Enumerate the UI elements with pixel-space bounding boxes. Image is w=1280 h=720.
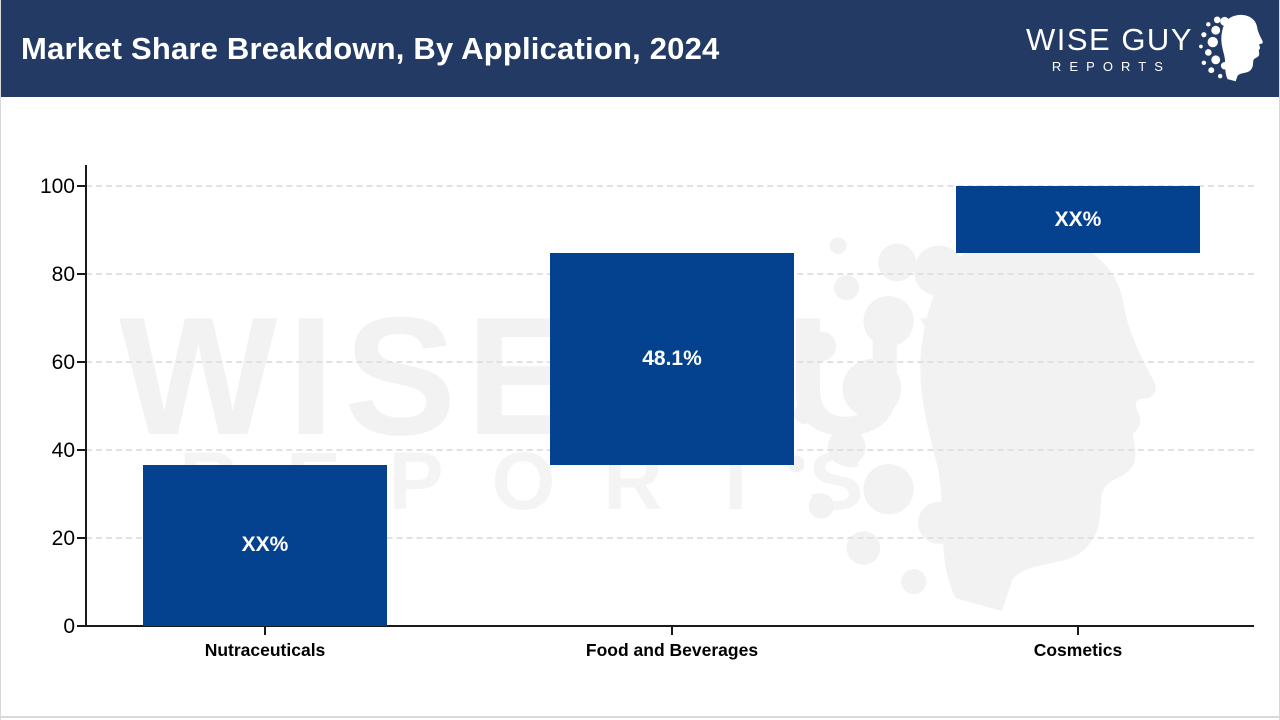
header-bar: Market Share Breakdown, By Application, … — [1, 0, 1279, 97]
y-tick-label: 40 — [51, 439, 75, 462]
x-tick — [1077, 626, 1079, 635]
y-gridline — [86, 185, 1254, 187]
logo-wordmark: WISE GUY — [1025, 21, 1193, 57]
x-axis-line — [85, 625, 1254, 627]
y-gridline — [86, 537, 1254, 539]
logo-face-icon — [1199, 14, 1263, 82]
logo-reports-text: REPORTS — [1051, 58, 1171, 74]
y-tick — [77, 185, 85, 187]
y-tick-label: 0 — [63, 615, 75, 638]
y-axis-line — [85, 165, 87, 627]
bottom-border — [1, 716, 1279, 718]
x-category-label: Nutraceuticals — [204, 640, 326, 660]
y-tick — [77, 449, 85, 451]
y-tick — [77, 361, 85, 363]
x-tick — [671, 626, 673, 635]
x-category-label: Food and Beverages — [585, 640, 759, 660]
y-tick-label: 80 — [51, 263, 75, 286]
bar-value-label: XX% — [241, 533, 289, 557]
x-category-label: Cosmetics — [1033, 640, 1123, 660]
y-tick — [77, 273, 85, 275]
y-tick-label: 60 — [51, 351, 75, 374]
logo-text: WISE GUY REPORTS — [1025, 21, 1193, 74]
bar-value-label: XX% — [1054, 207, 1102, 231]
x-tick — [264, 626, 266, 635]
wise-guy-reports-logo: WISE GUY REPORTS — [1026, 6, 1269, 90]
y-tick — [77, 537, 85, 539]
bar-segment: XX% — [143, 464, 387, 626]
y-tick-label: 20 — [51, 527, 75, 550]
bar-segment: 48.1% — [550, 253, 794, 465]
bar-segment: XX% — [956, 186, 1200, 254]
y-tick — [77, 625, 85, 627]
page-title: Market Share Breakdown, By Application, … — [21, 30, 720, 66]
y-tick-label: 100 — [39, 175, 75, 198]
bar-value-label: 48.1% — [642, 347, 702, 371]
